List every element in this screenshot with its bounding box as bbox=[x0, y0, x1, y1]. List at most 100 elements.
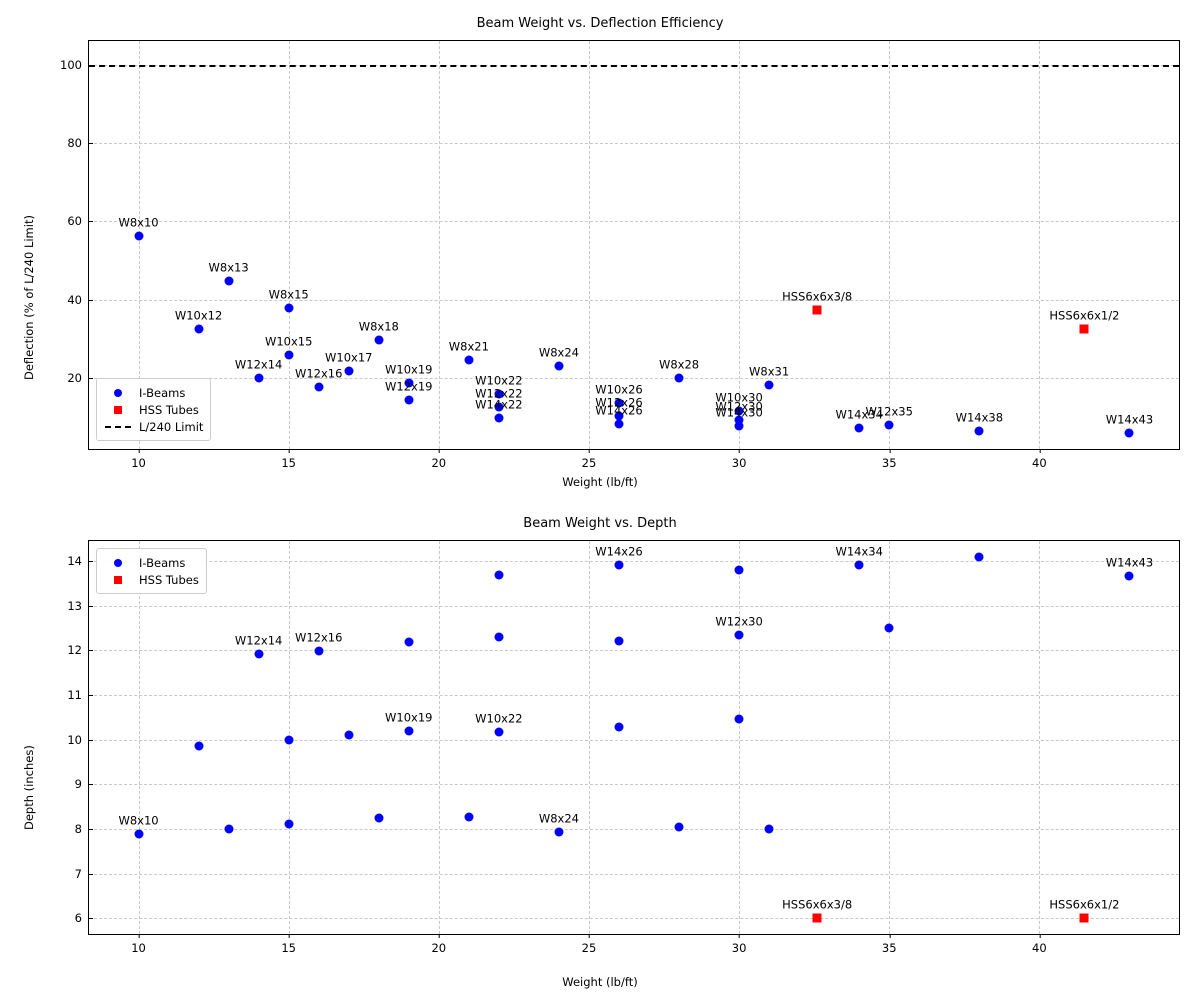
gridline-horizontal bbox=[89, 739, 1179, 741]
y-axis-tick-label: 20 bbox=[67, 371, 93, 385]
y-axis-tick-mark bbox=[89, 378, 93, 380]
legend-item[interactable]: HSS Tubes bbox=[103, 571, 199, 588]
x-axis-tick-mark bbox=[889, 449, 891, 453]
data-point[interactable] bbox=[974, 552, 984, 562]
data-point-label: W14x30 bbox=[715, 405, 763, 420]
data-point[interactable] bbox=[404, 378, 414, 388]
data-point[interactable] bbox=[404, 726, 414, 736]
data-point[interactable] bbox=[404, 637, 414, 647]
legend-item-label: HSS Tubes bbox=[139, 402, 199, 417]
gridline-horizontal bbox=[89, 221, 1179, 223]
data-point[interactable] bbox=[224, 824, 234, 834]
y-axis-tick-mark bbox=[89, 739, 93, 741]
data-point[interactable] bbox=[884, 623, 894, 633]
y-axis-label-depth: Depth (inches) bbox=[22, 745, 36, 830]
data-point[interactable] bbox=[254, 649, 264, 659]
x-axis-tick-mark bbox=[1039, 934, 1041, 938]
data-point[interactable] bbox=[674, 373, 684, 383]
data-point[interactable] bbox=[764, 824, 774, 834]
legend-item[interactable]: I-Beams bbox=[103, 384, 203, 401]
data-point[interactable] bbox=[494, 402, 504, 412]
plot-area-depth[interactable]: 6 7 8 9 10 11 12 13 14 10 15 20 25 30 35 40 W8x10 W12x14 W… bbox=[67, 540, 1180, 955]
legend-item[interactable]: L/240 Limit bbox=[103, 418, 203, 435]
data-point[interactable] bbox=[974, 426, 984, 436]
data-point[interactable] bbox=[734, 714, 744, 724]
data-point[interactable] bbox=[734, 421, 744, 431]
data-point[interactable] bbox=[854, 423, 864, 433]
data-point[interactable] bbox=[194, 324, 204, 334]
legend-square-icon bbox=[103, 575, 133, 584]
data-point[interactable] bbox=[554, 827, 564, 837]
data-point[interactable] bbox=[734, 406, 744, 416]
legend-square-icon bbox=[103, 405, 133, 414]
data-point[interactable] bbox=[734, 415, 744, 425]
data-point[interactable] bbox=[614, 419, 624, 428]
legend-depth[interactable]: I-Beams HSS Tubes bbox=[96, 548, 207, 594]
data-point[interactable] bbox=[224, 276, 234, 286]
x-axis-tick-mark bbox=[1039, 449, 1041, 453]
gridline-horizontal bbox=[89, 605, 1179, 607]
data-point[interactable] bbox=[614, 411, 624, 421]
legend-item[interactable]: I-Beams bbox=[103, 554, 199, 571]
data-point[interactable] bbox=[464, 812, 474, 822]
data-point-label: W8x31 bbox=[749, 364, 790, 379]
data-point[interactable] bbox=[554, 361, 564, 371]
data-point[interactable] bbox=[404, 395, 414, 405]
data-point-label: W12x30 bbox=[715, 614, 763, 629]
data-point[interactable] bbox=[854, 560, 864, 570]
data-point-label: W14x26 bbox=[595, 544, 643, 559]
data-point[interactable] bbox=[284, 303, 294, 313]
data-point[interactable] bbox=[1124, 571, 1134, 581]
data-point-label: W12x26 bbox=[595, 395, 643, 410]
data-point[interactable] bbox=[494, 413, 504, 423]
data-point[interactable] bbox=[1079, 913, 1089, 923]
x-axis-tick-label: 35 bbox=[882, 934, 897, 955]
data-point[interactable] bbox=[614, 398, 624, 408]
data-point[interactable] bbox=[284, 735, 294, 745]
data-point[interactable] bbox=[1079, 324, 1089, 334]
data-point[interactable] bbox=[812, 305, 822, 315]
data-point[interactable] bbox=[314, 646, 324, 656]
data-point[interactable] bbox=[494, 389, 504, 399]
data-point-label: W14x38 bbox=[955, 410, 1004, 425]
data-point[interactable] bbox=[284, 819, 294, 829]
data-point[interactable] bbox=[494, 632, 504, 642]
data-point[interactable] bbox=[1124, 428, 1134, 438]
data-point[interactable] bbox=[314, 382, 324, 392]
data-point[interactable] bbox=[284, 350, 294, 360]
data-point[interactable] bbox=[344, 366, 354, 376]
data-point[interactable] bbox=[134, 231, 144, 241]
data-point[interactable] bbox=[764, 380, 774, 390]
data-point[interactable] bbox=[134, 829, 144, 839]
data-point[interactable] bbox=[734, 630, 744, 640]
data-point[interactable] bbox=[614, 722, 624, 732]
legend-marker-glyph bbox=[114, 405, 122, 414]
data-point[interactable] bbox=[734, 565, 744, 575]
data-point[interactable] bbox=[374, 335, 384, 345]
data-point-label: W8x13 bbox=[208, 260, 249, 275]
y-axis-tick-label: 12 bbox=[67, 643, 93, 657]
legend-deflection[interactable]: I-Beams HSS Tubes L/240 Limit bbox=[96, 378, 212, 441]
data-point[interactable] bbox=[464, 355, 474, 365]
gridline-horizontal bbox=[89, 299, 1179, 301]
gridline-vertical bbox=[588, 41, 590, 449]
data-point[interactable] bbox=[494, 570, 504, 580]
y-axis-tick-mark bbox=[89, 695, 93, 697]
plot-area-deflection[interactable]: 20 40 60 80 100 10 15 20 25 30 35 40 W8x10 W10x12 W8x1… bbox=[60, 40, 1180, 470]
data-point[interactable] bbox=[614, 636, 624, 646]
data-point-label: W12x22 bbox=[475, 386, 523, 401]
data-point[interactable] bbox=[494, 727, 504, 737]
data-point[interactable] bbox=[254, 373, 264, 383]
data-point[interactable] bbox=[674, 822, 684, 832]
x-axis-tick-label: 30 bbox=[732, 449, 746, 470]
data-point[interactable] bbox=[812, 913, 822, 923]
data-point[interactable] bbox=[884, 420, 894, 430]
data-point-label: W10x22 bbox=[475, 373, 523, 388]
data-point[interactable] bbox=[614, 560, 624, 570]
data-point[interactable] bbox=[374, 813, 384, 823]
legend-item-label: I-Beams bbox=[139, 385, 186, 400]
gridline-vertical bbox=[438, 541, 440, 934]
data-point[interactable] bbox=[194, 741, 204, 751]
legend-item[interactable]: HSS Tubes bbox=[103, 401, 203, 418]
data-point[interactable] bbox=[344, 730, 354, 740]
